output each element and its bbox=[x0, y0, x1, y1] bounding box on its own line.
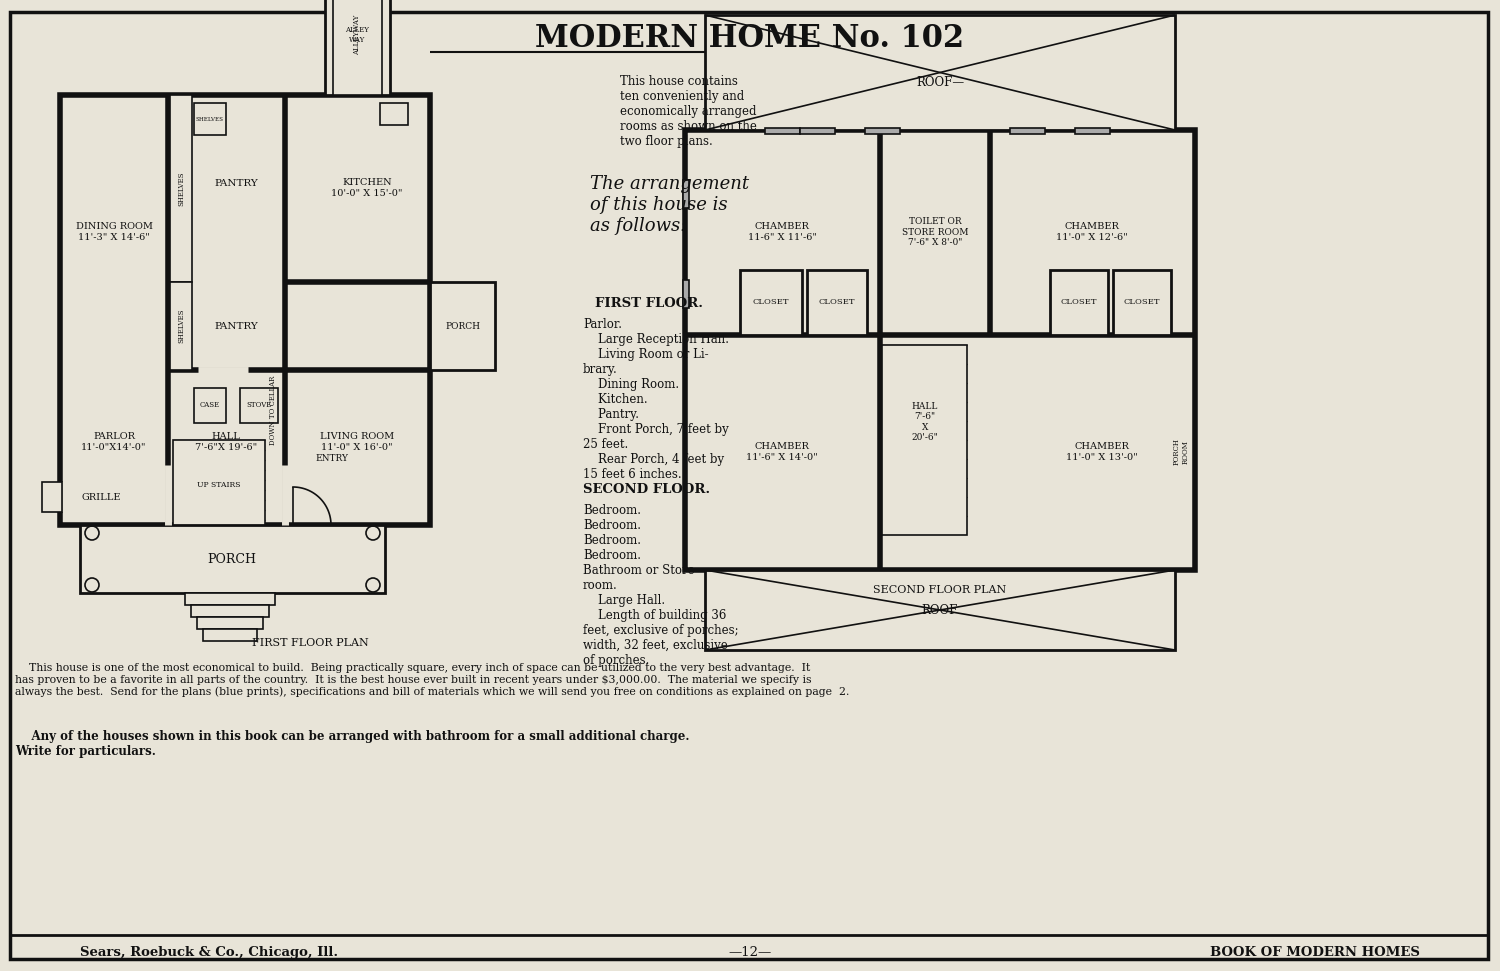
Bar bbox=[686, 130, 1196, 570]
Text: PORCH: PORCH bbox=[446, 321, 480, 330]
Bar bbox=[800, 128, 836, 134]
Text: ALLEY
WAY: ALLEY WAY bbox=[345, 26, 369, 44]
Text: SHELVES: SHELVES bbox=[177, 171, 184, 206]
Bar bbox=[170, 282, 192, 370]
Text: HALL
7'-6"
X
20'-6": HALL 7'-6" X 20'-6" bbox=[912, 402, 939, 442]
Bar bbox=[194, 388, 226, 423]
Text: BOOK OF MODERN HOMES: BOOK OF MODERN HOMES bbox=[1210, 946, 1420, 958]
Bar bbox=[1010, 128, 1046, 134]
Bar bbox=[1076, 128, 1110, 134]
Bar bbox=[682, 180, 688, 208]
Bar bbox=[380, 103, 408, 125]
Bar bbox=[682, 280, 688, 308]
Text: The arrangement
of this house is
as follows:: The arrangement of this house is as foll… bbox=[590, 175, 748, 235]
Text: CLOSET: CLOSET bbox=[819, 298, 855, 306]
Text: Parlor.
    Large Reception Hall.
    Living Room or Li-
brary.
    Dining Room.: Parlor. Large Reception Hall. Living Roo… bbox=[584, 318, 729, 481]
Bar bbox=[190, 605, 268, 617]
Bar bbox=[80, 525, 386, 593]
Bar bbox=[807, 270, 867, 335]
Bar bbox=[326, 0, 390, 95]
Text: KITCHEN
10'-0" X 15'-0": KITCHEN 10'-0" X 15'-0" bbox=[332, 179, 402, 198]
Bar bbox=[865, 128, 900, 134]
Text: MODERN HOME No. 102: MODERN HOME No. 102 bbox=[536, 22, 964, 53]
Text: CHAMBER
11'-0" X 13'-0": CHAMBER 11'-0" X 13'-0" bbox=[1066, 443, 1138, 461]
Bar bbox=[172, 440, 266, 530]
Text: ROOF: ROOF bbox=[922, 604, 958, 617]
Text: PANTRY: PANTRY bbox=[214, 321, 258, 330]
Text: UP STAIRS: UP STAIRS bbox=[198, 481, 240, 489]
Text: Sears, Roebuck & Co., Chicago, Ill.: Sears, Roebuck & Co., Chicago, Ill. bbox=[80, 946, 338, 958]
Text: CASE: CASE bbox=[200, 401, 220, 409]
Text: —12—: —12— bbox=[729, 946, 771, 958]
Text: ENTRY: ENTRY bbox=[315, 453, 348, 462]
Text: PANTRY: PANTRY bbox=[214, 179, 258, 187]
Bar bbox=[430, 282, 495, 370]
Text: DOWN TO CELLAR: DOWN TO CELLAR bbox=[268, 376, 278, 445]
Bar bbox=[705, 570, 1174, 650]
Bar bbox=[202, 629, 256, 641]
Text: FIRST FLOOR.: FIRST FLOOR. bbox=[596, 297, 703, 310]
Text: PORCH
ROOM: PORCH ROOM bbox=[1173, 439, 1190, 465]
Bar bbox=[882, 345, 968, 535]
Text: DINING ROOM
11'-3" X 14'-6": DINING ROOM 11'-3" X 14'-6" bbox=[75, 222, 153, 242]
Text: ROOF—: ROOF— bbox=[916, 76, 964, 88]
Text: This house is one of the most economical to build.  Being practically square, ev: This house is one of the most economical… bbox=[15, 663, 849, 697]
Text: HALL
7'-6"X 19'-6": HALL 7'-6"X 19'-6" bbox=[195, 432, 256, 452]
Bar bbox=[240, 388, 278, 423]
Bar bbox=[333, 0, 382, 95]
Text: CLOSET: CLOSET bbox=[753, 298, 789, 306]
Text: SECOND FLOOR.: SECOND FLOOR. bbox=[584, 483, 710, 496]
Bar bbox=[170, 95, 192, 282]
Text: PORCH: PORCH bbox=[207, 552, 256, 565]
Text: CHAMBER
11'-6" X 14'-0": CHAMBER 11'-6" X 14'-0" bbox=[746, 443, 818, 461]
Text: SHELVES: SHELVES bbox=[177, 309, 184, 344]
Bar bbox=[1113, 270, 1172, 335]
Bar bbox=[1050, 270, 1108, 335]
Text: ALLEYWAY: ALLEYWAY bbox=[354, 15, 362, 55]
Text: TOILET OR
STORE ROOM
7'-6" X 8'-0": TOILET OR STORE ROOM 7'-6" X 8'-0" bbox=[902, 218, 969, 247]
Bar bbox=[765, 128, 800, 134]
Bar bbox=[194, 103, 226, 135]
Text: CHAMBER
11-6" X 11'-6": CHAMBER 11-6" X 11'-6" bbox=[747, 222, 816, 242]
Text: SECOND FLOOR PLAN: SECOND FLOOR PLAN bbox=[873, 585, 1006, 595]
Bar bbox=[705, 15, 1174, 130]
Text: CLOSET: CLOSET bbox=[1124, 298, 1161, 306]
Text: LIVING ROOM
11'-0" X 16'-0": LIVING ROOM 11'-0" X 16'-0" bbox=[320, 432, 394, 452]
Bar bbox=[60, 95, 430, 525]
Bar bbox=[740, 270, 802, 335]
Bar bbox=[184, 593, 274, 605]
Text: PARLOR
11'-0"X14'-0": PARLOR 11'-0"X14'-0" bbox=[81, 432, 147, 452]
Text: Any of the houses shown in this book can be arranged with bathroom for a small a: Any of the houses shown in this book can… bbox=[15, 730, 690, 758]
Bar bbox=[196, 617, 262, 629]
Text: STOVE: STOVE bbox=[246, 401, 272, 409]
Bar bbox=[42, 482, 62, 512]
Text: CHAMBER
11'-0" X 12'-6": CHAMBER 11'-0" X 12'-6" bbox=[1056, 222, 1128, 242]
Text: Bedroom.
Bedroom.
Bedroom.
Bedroom.
Bathroom or Store-
room.
    Large Hall.
   : Bedroom. Bedroom. Bedroom. Bedroom. Bath… bbox=[584, 504, 738, 667]
Text: SHELVES: SHELVES bbox=[196, 117, 223, 121]
Text: CLOSET: CLOSET bbox=[1060, 298, 1096, 306]
Text: GRILLE: GRILLE bbox=[82, 492, 122, 501]
Text: FIRST FLOOR PLAN: FIRST FLOOR PLAN bbox=[252, 638, 369, 648]
Text: This house contains
ten conveniently and
economically arranged
rooms as shown on: This house contains ten conveniently and… bbox=[620, 75, 758, 148]
